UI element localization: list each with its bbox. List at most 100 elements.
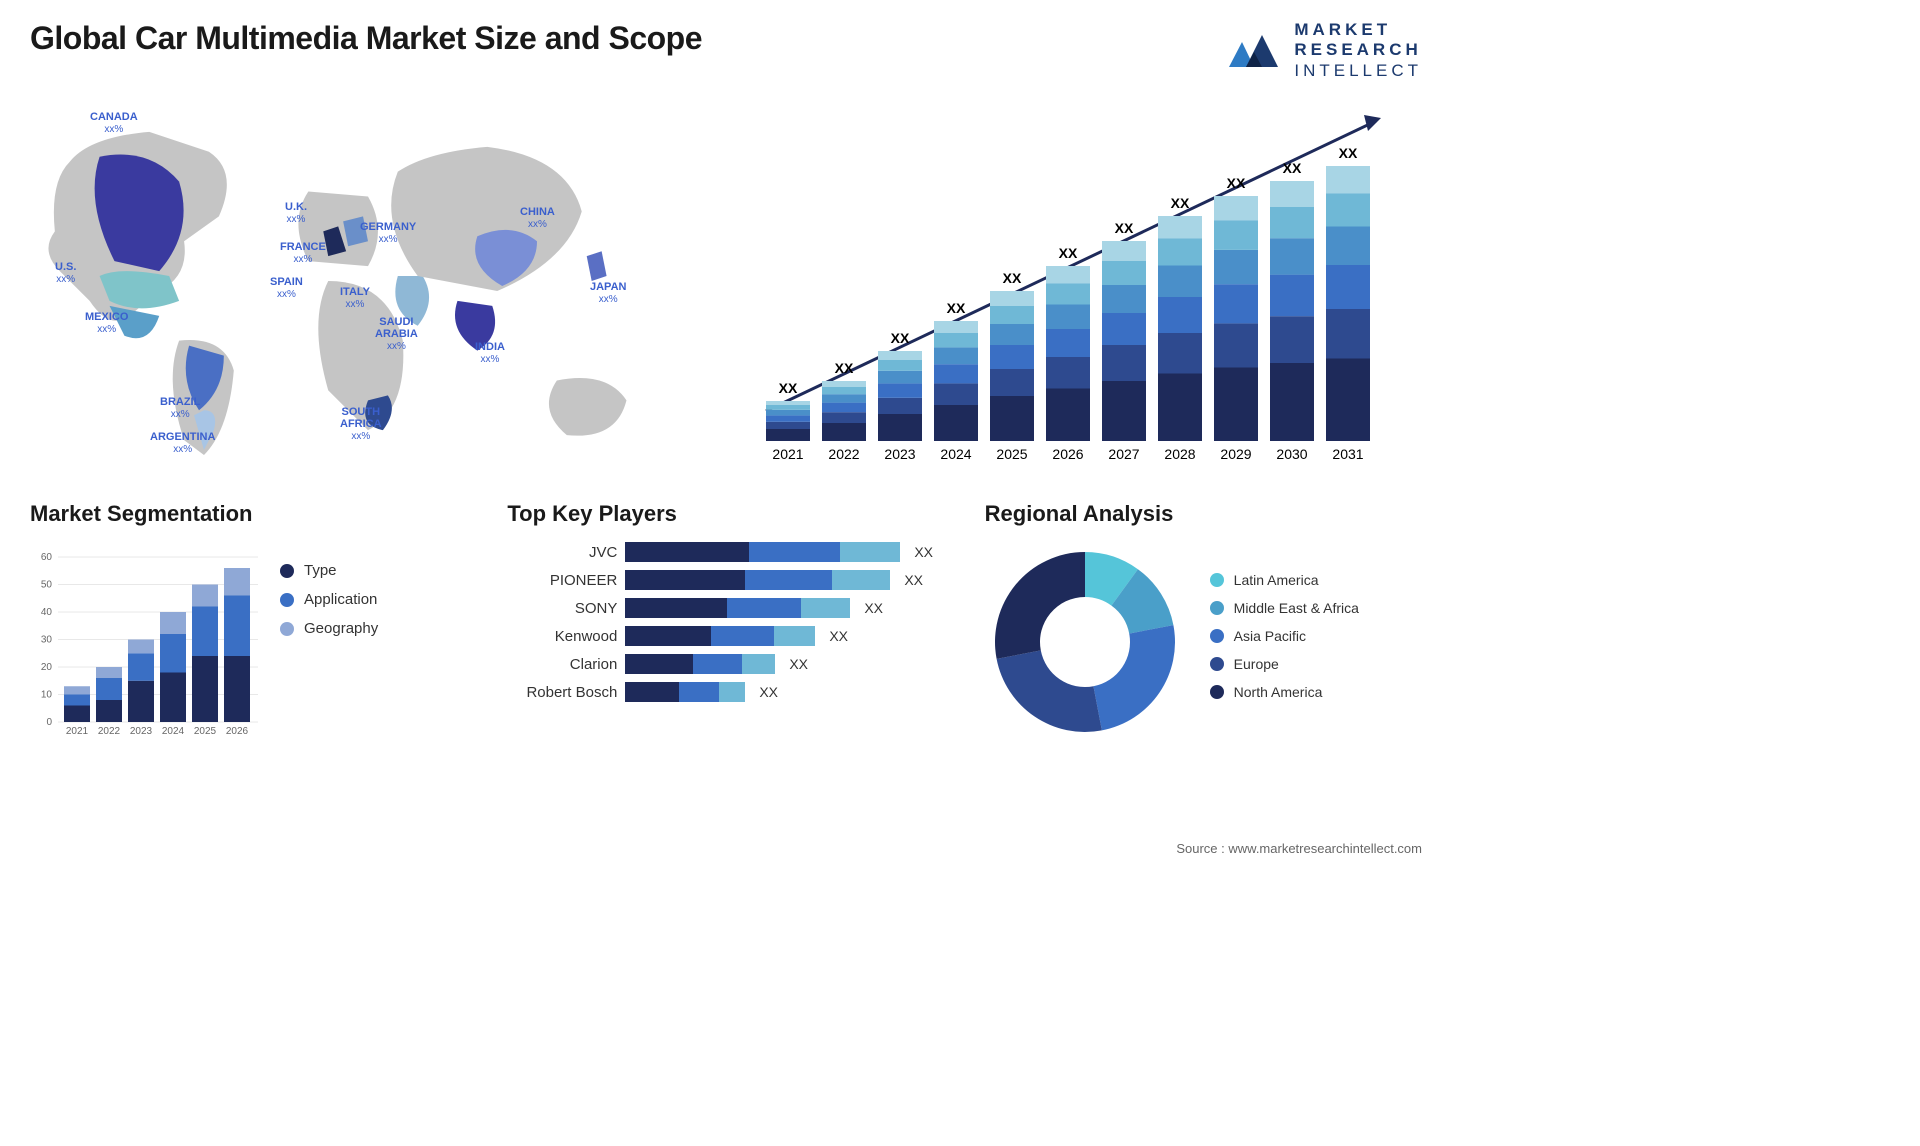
svg-text:2026: 2026 — [226, 726, 249, 737]
svg-text:XX: XX — [947, 300, 966, 316]
player-row-sony: SONY XX — [507, 598, 944, 618]
map-label-italy: ITALYxx% — [340, 286, 370, 310]
map-label-china: CHINAxx% — [520, 206, 555, 230]
svg-text:XX: XX — [1115, 220, 1134, 236]
region-legend-europe: Europe — [1210, 656, 1422, 672]
seg-legend-application: Application — [280, 591, 467, 608]
player-bar — [625, 626, 815, 646]
svg-text:XX: XX — [779, 380, 798, 396]
player-bar — [625, 542, 900, 562]
svg-text:2029: 2029 — [1220, 446, 1251, 462]
map-label-japan: JAPANxx% — [590, 281, 626, 305]
player-name: Kenwood — [507, 628, 617, 645]
player-value: XX — [904, 572, 923, 588]
svg-text:2023: 2023 — [884, 446, 915, 462]
map-label-mexico: MEXICOxx% — [85, 311, 128, 335]
map-label-canada: CANADAxx% — [90, 111, 138, 135]
svg-text:2021: 2021 — [772, 446, 803, 462]
svg-text:10: 10 — [41, 690, 53, 701]
brand-logo: MARKET RESEARCH INTELLECT — [1224, 20, 1422, 81]
player-value: XX — [829, 628, 848, 644]
player-value: XX — [864, 600, 883, 616]
map-label-spain: SPAINxx% — [270, 276, 303, 300]
regional-legend: Latin America Middle East & Africa Asia Pa… — [1210, 572, 1422, 712]
svg-text:20: 20 — [41, 662, 53, 673]
player-name: PIONEER — [507, 572, 617, 589]
map-label-argentina: ARGENTINAxx% — [150, 431, 215, 455]
svg-text:XX: XX — [1283, 160, 1302, 176]
svg-text:2031: 2031 — [1332, 446, 1363, 462]
player-name: SONY — [507, 600, 617, 617]
map-label-brazil: BRAZILxx% — [160, 396, 200, 420]
growth-chart-panel: XX 2021 XX 2022 XX 2023 XX 2024 XX 2025 XX 2026 XX 20… — [746, 101, 1422, 471]
svg-text:2022: 2022 — [828, 446, 859, 462]
region-legend-latinamerica: Latin America — [1210, 572, 1422, 588]
player-value: XX — [759, 684, 778, 700]
player-bar — [625, 570, 890, 590]
svg-text:2025: 2025 — [996, 446, 1027, 462]
svg-text:2024: 2024 — [940, 446, 971, 462]
region-legend-asiapacific: Asia Pacific — [1210, 628, 1422, 644]
svg-text:40: 40 — [41, 607, 53, 618]
svg-text:30: 30 — [41, 635, 53, 646]
player-bar — [625, 598, 850, 618]
svg-text:XX: XX — [835, 360, 854, 376]
svg-text:2023: 2023 — [130, 726, 153, 737]
logo-line1: MARKET — [1294, 20, 1422, 40]
segmentation-bar-chart: 0102030405060202120222023202420252026 — [30, 542, 260, 742]
regional-title: Regional Analysis — [985, 501, 1422, 527]
region-legend-middleeastafrica: Middle East & Africa — [1210, 600, 1422, 616]
player-row-pioneer: PIONEER XX — [507, 570, 944, 590]
svg-text:XX: XX — [1059, 245, 1078, 261]
map-label-southafrica: SOUTHAFRICAxx% — [340, 406, 382, 442]
segmentation-title: Market Segmentation — [30, 501, 467, 527]
seg-legend-geography: Geography — [280, 620, 467, 637]
map-label-france: FRANCExx% — [280, 241, 326, 265]
player-name: Robert Bosch — [507, 684, 617, 701]
svg-text:2025: 2025 — [194, 726, 217, 737]
svg-text:60: 60 — [41, 552, 53, 563]
player-value: XX — [914, 544, 933, 560]
players-section: Top Key Players JVC XX PIONEER XX SONY XX Kenw… — [507, 501, 944, 771]
logo-line2: RESEARCH — [1294, 40, 1422, 60]
source-attribution: Source : www.marketresearchintellect.com — [1176, 841, 1422, 856]
player-value: XX — [789, 656, 808, 672]
player-bar — [625, 682, 745, 702]
player-name: Clarion — [507, 656, 617, 673]
svg-text:XX: XX — [891, 330, 910, 346]
players-bar-chart: JVCXXPIONEERXXSONYXXKenwoodXXClarionXXRo… — [507, 542, 944, 702]
svg-text:50: 50 — [41, 580, 53, 591]
svg-text:2021: 2021 — [66, 726, 89, 737]
region-legend-northamerica: North America — [1210, 684, 1422, 700]
map-label-germany: GERMANYxx% — [360, 221, 416, 245]
player-row-jvc: JVC XX — [507, 542, 944, 562]
map-label-uk: U.K.xx% — [285, 201, 307, 225]
map-label-india: INDIAxx% — [475, 341, 505, 365]
svg-text:2030: 2030 — [1276, 446, 1307, 462]
player-row-clarion: Clarion XX — [507, 654, 944, 674]
player-name: JVC — [507, 544, 617, 561]
svg-text:2024: 2024 — [162, 726, 185, 737]
svg-text:2028: 2028 — [1164, 446, 1195, 462]
world-map-panel: CANADAxx% U.S.xx% MEXICOxx% BRAZILxx% ARGENT… — [30, 101, 706, 471]
svg-text:XX: XX — [1171, 195, 1190, 211]
svg-text:XX: XX — [1003, 270, 1022, 286]
svg-text:XX: XX — [1339, 145, 1358, 161]
svg-text:2026: 2026 — [1052, 446, 1083, 462]
segmentation-section: Market Segmentation 0 10 20 30 40 50 60 2021 202… — [30, 501, 467, 771]
players-title: Top Key Players — [507, 501, 944, 527]
svg-text:XX: XX — [1227, 175, 1246, 191]
svg-text:0: 0 — [46, 717, 52, 728]
segmentation-legend: Type Application Geography — [280, 542, 467, 742]
player-row-robertbosch: Robert Bosch XX — [507, 682, 944, 702]
logo-icon — [1224, 27, 1284, 75]
regional-section: Regional Analysis Latin America Middle Ea… — [985, 501, 1422, 771]
regional-donut-chart — [985, 542, 1185, 742]
map-label-saudiarabia: SAUDIARABIAxx% — [375, 316, 418, 352]
player-bar — [625, 654, 775, 674]
map-label-us: U.S.xx% — [55, 261, 76, 285]
logo-line3: INTELLECT — [1294, 61, 1422, 81]
growth-bar-chart: XX 2021 XX 2022 XX 2023 XX 2024 XX 2025 XX 2026 XX 20… — [746, 101, 1406, 471]
page-title: Global Car Multimedia Market Size and Sc… — [30, 20, 702, 57]
seg-legend-type: Type — [280, 562, 467, 579]
